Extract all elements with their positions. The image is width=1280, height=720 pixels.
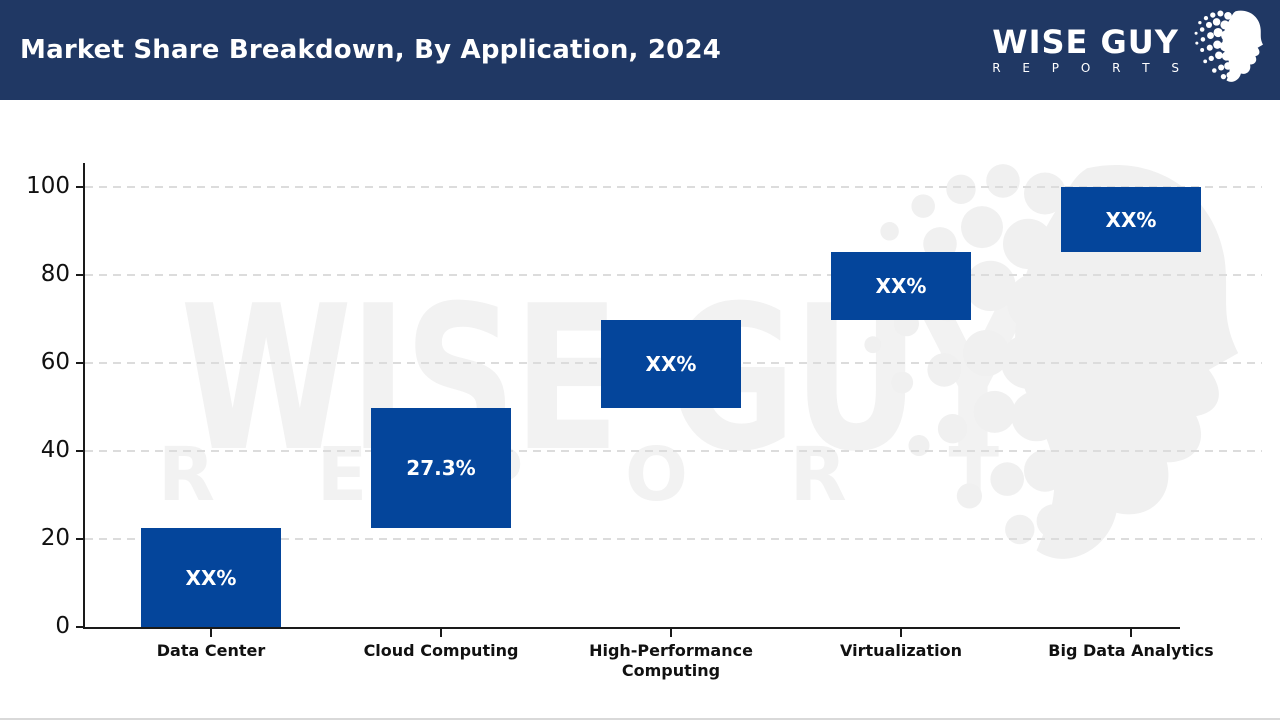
- logo-reports-text: R E P O R T S: [992, 61, 1188, 75]
- gridline-40: [85, 450, 1262, 452]
- bar-value-label-1: 27.3%: [406, 455, 476, 480]
- y-tick-label-60: 60: [40, 349, 70, 375]
- y-tick-80: [76, 274, 85, 276]
- y-tick-20: [76, 538, 85, 540]
- x-tick-2: [670, 629, 672, 637]
- bar-4: XX%: [1061, 187, 1201, 253]
- y-tick-label-20: 20: [40, 525, 70, 551]
- bar-value-label-3: XX%: [875, 273, 927, 298]
- page-title: Market Share Breakdown, By Application, …: [20, 35, 722, 65]
- y-axis-line: [83, 163, 85, 629]
- bar-value-label-4: XX%: [1105, 207, 1157, 232]
- x-axis-line: [83, 627, 1180, 629]
- bottom-border: [0, 718, 1280, 720]
- y-tick-label-100: 100: [26, 173, 70, 199]
- wiseguy-face-icon: [1194, 10, 1263, 82]
- logo-wiseguy-text: WISE GUY: [992, 23, 1179, 61]
- category-label-2: High-Performance Computing: [589, 641, 753, 680]
- x-tick-3: [900, 629, 902, 637]
- bar-3: XX%: [831, 252, 971, 320]
- wiseguy-logo: WISE GUY R E P O R T S: [983, 8, 1266, 92]
- logo-wordmark: WISE GUY R E P O R T S: [983, 25, 1188, 75]
- header: Market Share Breakdown, By Application, …: [0, 0, 1280, 100]
- gridline-80: [85, 274, 1262, 276]
- x-tick-1: [440, 629, 442, 637]
- gridline-100: [85, 186, 1262, 188]
- y-tick-100: [76, 186, 85, 188]
- category-label-1: Cloud Computing: [363, 641, 519, 660]
- bar-1: 27.3%: [371, 407, 511, 528]
- bar-2: XX%: [601, 319, 741, 408]
- y-tick-40: [76, 450, 85, 452]
- category-label-0: Data Center: [156, 641, 266, 660]
- category-label-3: Virtualization: [840, 641, 962, 660]
- x-tick-4: [1130, 629, 1132, 637]
- y-tick-label-80: 80: [40, 261, 70, 287]
- bar-0: XX%: [141, 528, 281, 627]
- x-tick-0: [210, 629, 212, 637]
- category-label-4: Big Data Analytics: [1048, 641, 1214, 660]
- bar-value-label-0: XX%: [185, 565, 237, 590]
- gridline-20: [85, 538, 1262, 540]
- y-tick-label-40: 40: [40, 437, 70, 463]
- y-tick-60: [76, 362, 85, 364]
- y-tick-0: [76, 626, 85, 628]
- bar-value-label-2: XX%: [645, 351, 697, 376]
- y-tick-label-0: 0: [55, 613, 70, 639]
